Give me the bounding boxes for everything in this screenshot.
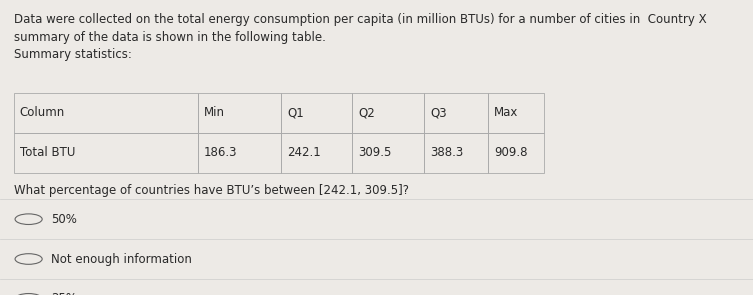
Bar bbox=[281, 133, 352, 173]
Text: Not enough information: Not enough information bbox=[51, 253, 192, 266]
Bar bbox=[424, 133, 488, 173]
Text: Column: Column bbox=[20, 106, 65, 119]
Bar bbox=[424, 93, 488, 133]
Bar bbox=[198, 133, 281, 173]
Text: 242.1: 242.1 bbox=[287, 146, 321, 159]
Text: 388.3: 388.3 bbox=[430, 146, 463, 159]
Text: 186.3: 186.3 bbox=[204, 146, 237, 159]
Text: 309.5: 309.5 bbox=[358, 146, 392, 159]
Bar bbox=[488, 93, 544, 133]
Bar bbox=[14, 93, 198, 133]
Bar bbox=[14, 133, 198, 173]
Text: Q2: Q2 bbox=[358, 106, 375, 119]
Text: Q3: Q3 bbox=[430, 106, 447, 119]
Bar bbox=[281, 93, 352, 133]
Bar bbox=[352, 133, 424, 173]
Text: What percentage of countries have BTU’s between [242.1, 309.5]?: What percentage of countries have BTU’s … bbox=[14, 184, 409, 197]
Text: Data were collected on the total energy consumption per capita (in million BTUs): Data were collected on the total energy … bbox=[14, 13, 706, 26]
Text: 25%: 25% bbox=[51, 292, 78, 295]
Text: Total BTU: Total BTU bbox=[20, 146, 75, 159]
Bar bbox=[352, 93, 424, 133]
Text: 909.8: 909.8 bbox=[494, 146, 527, 159]
Text: Min: Min bbox=[204, 106, 225, 119]
Bar bbox=[198, 93, 281, 133]
Text: Summary statistics:: Summary statistics: bbox=[14, 48, 132, 61]
Text: Q1: Q1 bbox=[287, 106, 303, 119]
Text: 50%: 50% bbox=[51, 213, 77, 226]
Text: Max: Max bbox=[494, 106, 518, 119]
Text: summary of the data is shown in the following table.: summary of the data is shown in the foll… bbox=[14, 31, 325, 44]
Bar bbox=[488, 133, 544, 173]
